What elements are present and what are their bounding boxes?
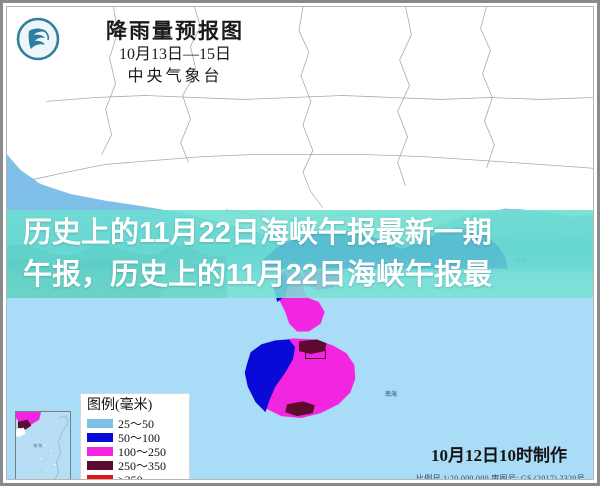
legend-item: 100～250 [87,445,185,458]
legend-item: 25～50 [87,417,185,430]
province-boundaries [30,7,593,187]
map-frame-inner: 降雨量预报图 10月13日—15日 中央气象台 香港 南海 图例(毫米 [6,6,594,480]
overlay-headline-line-1: 历史上的11月22日海峡午报最新一期 [23,217,492,249]
mainland-landmass [7,7,593,253]
city-marker-box [305,349,326,359]
map-date-range: 10月13日—15日 [118,46,231,63]
legend-label-25-50: 25～50 [118,416,155,431]
legend-label-250-350: 250～350 [118,458,167,473]
legend-label-100-250: 100～250 [118,444,167,459]
place-label-south-china-sea: 南海 [385,392,398,398]
production-time-stamp: 10月12日10时制作 [431,446,567,465]
overlay-text-block: 历史上的11月22日海峡午报最新一期 午报，历史上的11月22日海峡午报最 [7,210,593,298]
legend-swatch-250-350 [87,461,113,470]
hainan-rain-250-350-south [285,401,315,417]
inset-vector: 南 海 [16,412,70,479]
legend-item: ≥350 [87,472,185,480]
svg-text:南 海: 南 海 [33,443,42,448]
emblem-vector [16,17,60,61]
legend-swatch-100-250 [87,447,113,456]
hainan-rain-50-100 [244,339,296,413]
legend-swatch-50-100 [87,433,113,442]
legend-item: 50～100 [87,431,185,444]
map-title-text: 降雨量预报图 [106,19,244,43]
legend-label-50-100: 50～100 [118,430,161,445]
legend-title: 图例(毫米) [87,398,153,413]
wave-decoration-icon [7,210,593,298]
scale-and-approval-note: 比例尺 1:20 000 000 审图号: GS (2017) 3320号 [415,474,585,480]
legend-label-350-plus: ≥350 [118,472,143,480]
legend-swatch-25-50 [87,419,113,428]
overlay-title-band: 历史上的11月22日海峡午报最新一期 午报，历史上的11月22日海峡午报最 [7,210,593,298]
inset-map-south-china-sea: 南 海 [15,411,71,479]
legend: 图例(毫米) 25～50 50～100 100～250 250～350 [80,393,190,480]
map-issuer: 中央气象台 [127,68,223,85]
cma-emblem-icon [16,17,60,61]
overlay-headline-line-2: 午报，历史上的11月22日海峡午报最 [23,259,492,291]
legend-item: 250～350 [87,459,185,472]
map-header: 降雨量预报图 10月13日—15日 中央气象台 [85,18,265,88]
legend-swatch-350-plus [87,475,113,479]
